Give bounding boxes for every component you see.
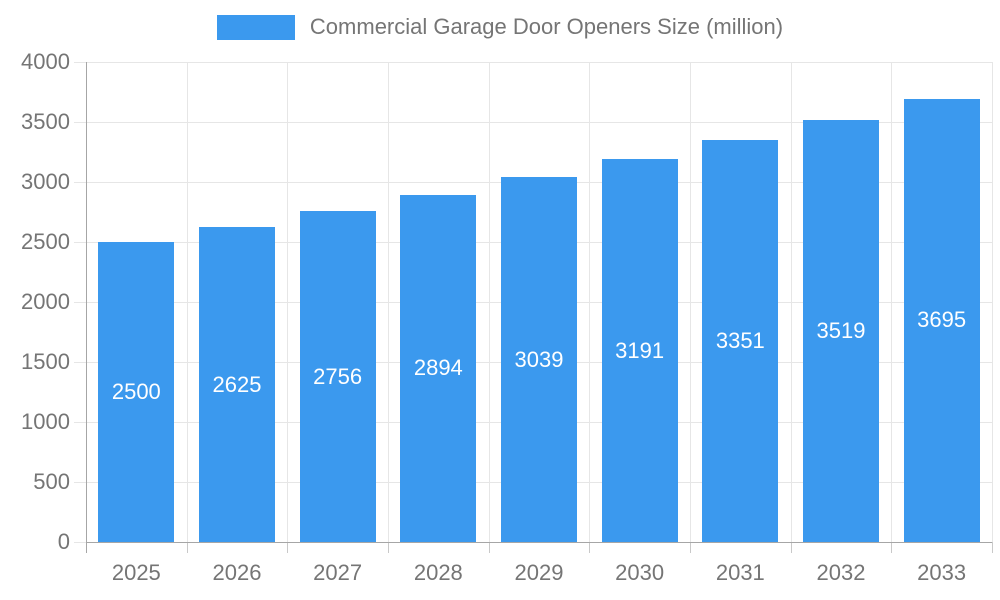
bar[interactable] [98, 242, 175, 542]
x-tick [488, 542, 490, 553]
x-gridline [388, 62, 389, 542]
x-tick-label: 2027 [313, 560, 363, 585]
y-tick-label: 2000 [21, 289, 70, 314]
bar-value-label: 2756 [313, 363, 363, 389]
legend-swatch [216, 14, 295, 40]
x-gridline [790, 62, 792, 542]
y-axis-line [86, 62, 87, 553]
x-tick [690, 542, 691, 553]
x-tick-label: 2029 [514, 560, 564, 585]
y-tick [74, 182, 86, 183]
bar[interactable] [501, 177, 577, 542]
bar-value-label: 3519 [816, 317, 866, 343]
x-tick [388, 542, 389, 553]
y-tick [74, 122, 86, 123]
x-tick-label: 2031 [715, 560, 765, 585]
x-tick [186, 542, 188, 553]
y-gridline [86, 122, 992, 123]
y-tick [74, 302, 86, 303]
y-tick-label: 500 [33, 469, 70, 494]
y-tick-label: 1000 [21, 409, 70, 434]
x-tick [589, 542, 591, 553]
y-tick-label: 0 [57, 529, 70, 554]
bar-value-label: 2500 [111, 379, 161, 404]
y-tick-label: 1500 [21, 349, 70, 374]
x-tick [790, 542, 792, 553]
x-gridline [488, 62, 490, 542]
x-gridline [992, 62, 993, 542]
x-gridline [891, 62, 893, 542]
x-tick-label: 2026 [212, 560, 262, 585]
bar[interactable] [702, 139, 779, 542]
bar-value-label: 3039 [514, 346, 564, 372]
y-tick [74, 482, 86, 483]
y-tick [74, 542, 86, 543]
x-tick [992, 542, 993, 553]
x-axis-line [86, 542, 992, 543]
y-tick [74, 362, 86, 363]
bar-value-label: 2625 [212, 371, 262, 397]
chart-legend[interactable]: Commercial Garage Door Openers Size (mil… [0, 14, 1000, 40]
x-gridline [186, 62, 188, 542]
x-gridline [589, 62, 591, 542]
bar[interactable] [299, 211, 376, 542]
x-tick-label: 2032 [816, 560, 866, 585]
y-tick-label: 4000 [21, 49, 70, 74]
x-tick-label: 2025 [111, 560, 161, 585]
y-gridline [86, 62, 992, 63]
bar[interactable] [400, 194, 477, 542]
x-gridline [287, 62, 289, 542]
y-tick-label: 3000 [21, 169, 70, 194]
bar-value-label: 3351 [715, 327, 765, 353]
bar[interactable] [903, 98, 980, 542]
bar[interactable] [199, 227, 275, 542]
x-tick [891, 542, 893, 553]
x-gridline [690, 62, 691, 542]
y-tick-label: 2500 [21, 229, 70, 254]
y-tick [74, 242, 86, 243]
y-tick [74, 422, 86, 423]
x-tick-label: 2030 [615, 560, 665, 585]
x-tick [287, 542, 289, 553]
bar-value-label: 3191 [615, 337, 665, 363]
bar[interactable] [803, 119, 879, 542]
y-tick [74, 62, 86, 63]
bar-value-label: 3695 [917, 307, 967, 333]
x-tick-label: 2033 [917, 560, 967, 585]
bar[interactable] [601, 159, 678, 542]
x-tick-label: 2028 [413, 560, 463, 585]
bar-value-label: 2894 [413, 355, 463, 381]
legend-label: Commercial Garage Door Openers Size (mil… [309, 14, 784, 39]
y-tick-label: 3500 [21, 109, 70, 134]
